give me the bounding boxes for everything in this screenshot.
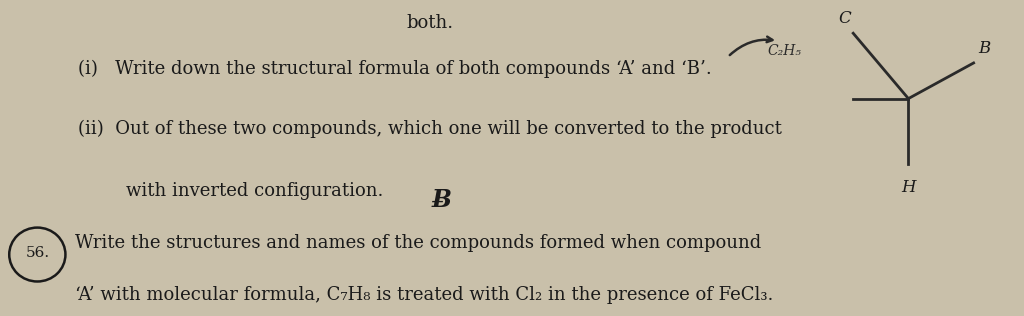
Text: 56.: 56. — [26, 246, 49, 260]
Text: with inverted configuration.: with inverted configuration. — [126, 182, 383, 200]
Text: both.: both. — [407, 14, 454, 32]
Text: Ƀ: Ƀ — [432, 188, 452, 212]
Text: (i)   Write down the structural formula of both compounds ‘A’ and ‘B’.: (i) Write down the structural formula of… — [79, 60, 713, 78]
Text: C₂H₅: C₂H₅ — [768, 44, 802, 58]
Text: (ii)  Out of these two compounds, which one will be converted to the product: (ii) Out of these two compounds, which o… — [79, 119, 782, 138]
Text: ‘A’ with molecular formula, C₇H₈ is treated with Cl₂ in the presence of FeCl₃.: ‘A’ with molecular formula, C₇H₈ is trea… — [76, 286, 774, 304]
Text: Write the structures and names of the compounds formed when compound: Write the structures and names of the co… — [76, 234, 762, 252]
Text: B: B — [979, 40, 991, 57]
Text: H: H — [901, 179, 915, 196]
Text: C: C — [839, 10, 852, 27]
